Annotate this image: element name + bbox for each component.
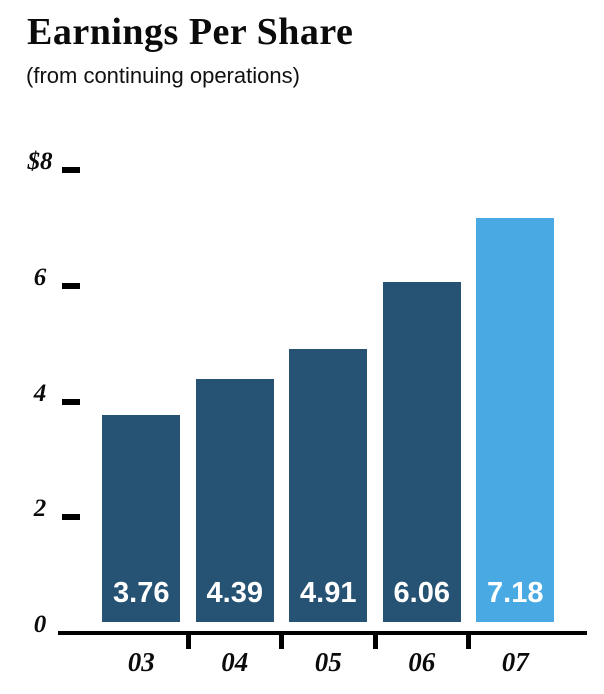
x-axis-tick [466,633,471,649]
x-axis-line [58,631,587,635]
bar-value-label: 6.06 [393,576,450,609]
y-axis-tick [62,167,80,174]
y-axis-tick-label: $8 [27,148,53,176]
chart-subtitle: (from continuing operations) [26,63,300,88]
y-axis-tick [62,282,80,289]
bar-value-label: 4.39 [206,576,263,609]
x-axis-tick [279,633,284,649]
y-axis-tick-label: 0 [33,611,47,638]
bar-value-label: 4.91 [300,576,357,609]
x-axis-label: 03 [127,647,155,677]
bar: 7.18 [476,217,555,622]
bar: 4.39 [195,379,274,622]
y-axis-tick-label: 2 [33,495,47,523]
y-axis-tick [62,398,80,405]
bar-value-label: 7.18 [487,576,544,609]
y-axis-tick [62,514,80,521]
bar-value-label: 3.76 [113,576,170,609]
x-axis-label: 06 [408,647,436,677]
bar: 4.91 [289,348,368,622]
y-axis-tick-label: 6 [33,263,47,291]
x-axis-label: 07 [501,647,529,677]
x-axis-tick [185,633,191,649]
bar: 6.06 [382,282,461,622]
x-axis-tick [372,633,378,649]
y-axis-tick-label: 4 [33,379,47,407]
x-axis-label: 04 [221,647,249,677]
chart-title: Earnings Per Share [27,11,354,53]
bar: 3.76 [102,415,181,622]
x-axis-label: 05 [314,647,342,677]
